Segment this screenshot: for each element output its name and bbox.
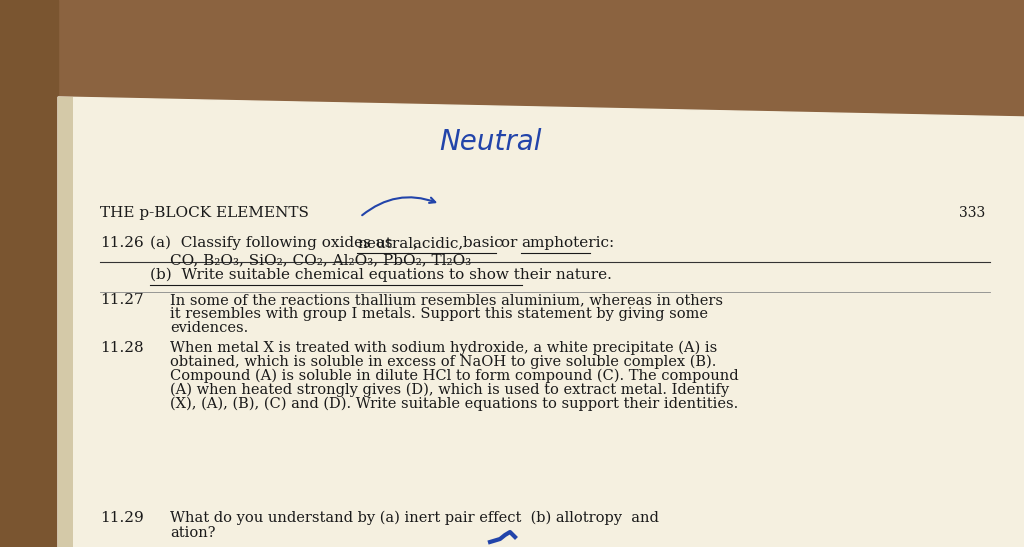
Text: 11.29: 11.29 [100, 511, 143, 525]
Text: ation?: ation? [170, 526, 215, 540]
Text: 333: 333 [958, 206, 985, 220]
Polygon shape [0, 0, 58, 547]
Text: Compound (A) is soluble in dilute HCl to form compound (C). The compound: Compound (A) is soluble in dilute HCl to… [170, 369, 738, 383]
Text: it resembles with group I metals. Support this statement by giving some: it resembles with group I metals. Suppor… [170, 307, 708, 321]
Text: 11.27: 11.27 [100, 293, 143, 307]
Text: When metal X is treated with sodium hydroxide, a white precipitate (A) is: When metal X is treated with sodium hydr… [170, 341, 717, 355]
Text: amphoteric:: amphoteric: [521, 236, 614, 250]
Text: 11.26: 11.26 [100, 236, 143, 250]
Text: CO, B₂O₃, SiO₂, CO₂, Al₂O₃, PbO₂, Tl₂O₃: CO, B₂O₃, SiO₂, CO₂, Al₂O₃, PbO₂, Tl₂O₃ [170, 253, 471, 267]
FancyBboxPatch shape [58, 97, 73, 547]
Text: (b)  Write suitable chemical equations to show their nature.: (b) Write suitable chemical equations to… [150, 267, 612, 282]
Text: (a)  Classify following oxides as: (a) Classify following oxides as [150, 236, 397, 250]
Text: (X), (A), (B), (C) and (D). Write suitable equations to support their identities: (X), (A), (B), (C) and (D). Write suitab… [170, 397, 738, 411]
Text: evidences.: evidences. [170, 321, 248, 335]
Text: 11.28: 11.28 [100, 341, 143, 355]
Polygon shape [58, 97, 1024, 547]
Polygon shape [58, 0, 1024, 117]
Text: obtained, which is soluble in excess of NaOH to give soluble complex (B).: obtained, which is soluble in excess of … [170, 354, 717, 369]
Text: or: or [496, 236, 522, 250]
Polygon shape [55, 0, 1024, 547]
Text: (A) when heated strongly gives (D), which is used to extract metal. Identify: (A) when heated strongly gives (D), whic… [170, 382, 729, 397]
Text: What do you understand by (a) inert pair effect  (b) allotropy  and: What do you understand by (a) inert pair… [170, 510, 658, 525]
Text: acidic,: acidic, [408, 236, 463, 250]
Text: basic: basic [458, 236, 503, 250]
Text: In some of the reactions thallium resembles aluminium, whereas in others: In some of the reactions thallium resemb… [170, 293, 723, 307]
Polygon shape [0, 0, 1024, 77]
Text: Neutral: Neutral [438, 128, 542, 156]
Text: neutral,: neutral, [357, 236, 419, 250]
Text: THE p-BLOCK ELEMENTS: THE p-BLOCK ELEMENTS [100, 206, 309, 220]
